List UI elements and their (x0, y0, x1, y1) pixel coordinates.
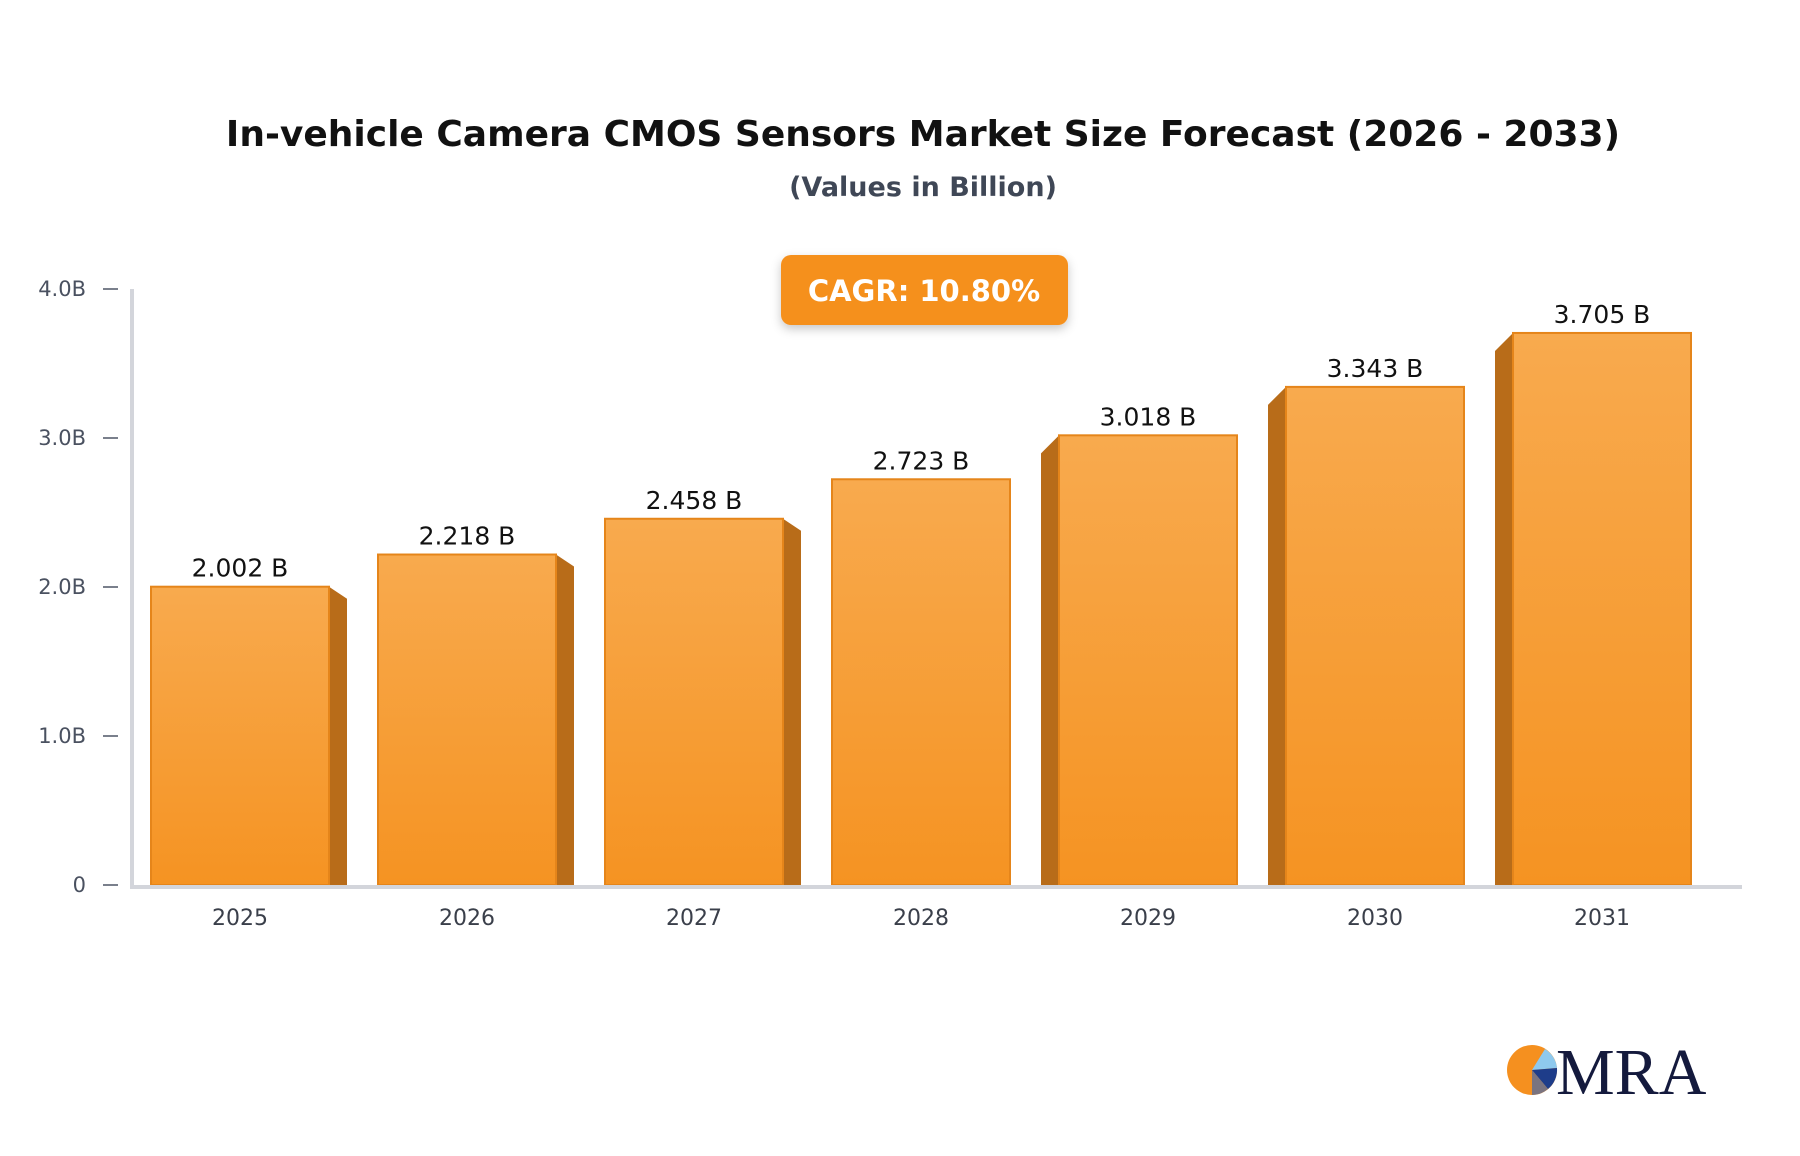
x-tick-label: 2029 (1120, 906, 1176, 931)
bar-2026: 2.218 B (377, 522, 574, 886)
bar-front (377, 553, 557, 886)
value-label: 2.218 B (419, 522, 516, 551)
bar-side (1041, 435, 1059, 885)
y-axis: 0 1.0B 2.0B 3.0B 4.0B (38, 277, 134, 897)
x-axis: 2025 2026 2027 2028 2029 2030 2031 (130, 885, 1742, 931)
cagr-label: CAGR: 10.80% (808, 274, 1040, 308)
x-tick-label: 2027 (666, 906, 722, 931)
bar-2028: 2.723 B (831, 446, 1011, 886)
bar-front (1285, 385, 1465, 886)
x-tick-label: 2028 (893, 906, 949, 931)
bar-side (1268, 386, 1286, 885)
bar-2031: 3.705 B (1495, 300, 1692, 886)
bar-2029: 3.018 B (1041, 402, 1238, 886)
chart-subtitle: (Values in Billion) (789, 172, 1057, 203)
bar-side (783, 518, 801, 885)
x-tick-label: 2031 (1574, 906, 1630, 931)
x-tick-label: 2026 (439, 906, 495, 931)
value-label: 2.458 B (646, 486, 743, 515)
bar-side (329, 586, 347, 885)
value-label: 2.002 B (192, 554, 289, 583)
bar-front (1058, 434, 1238, 886)
cagr-badge: CAGR: 10.80% (781, 255, 1068, 325)
chart-title: In-vehicle Camera CMOS Sensors Market Si… (226, 114, 1620, 155)
y-tick-label: 3.0B (38, 426, 86, 450)
x-tick-label: 2025 (212, 906, 268, 931)
bar-2030: 3.343 B (1268, 354, 1465, 886)
value-label: 3.018 B (1100, 402, 1197, 431)
y-tick-label: 4.0B (38, 277, 86, 301)
value-label: 2.723 B (873, 446, 970, 475)
bar-front (831, 478, 1011, 886)
bar-2027: 2.458 B (604, 486, 801, 886)
bar-2025: 2.002 B (150, 554, 347, 887)
mra-logo: MRA (1507, 1036, 1707, 1109)
bars: 2.002 B 2.218 B 2.458 B 2.723 B 3.018 B 3.343… (150, 300, 1692, 887)
bar-side (556, 554, 574, 885)
y-tick-label: 2.0B (38, 575, 86, 599)
logo-text: MRA (1556, 1036, 1707, 1109)
value-label: 3.705 B (1554, 300, 1651, 329)
bar-front (1512, 331, 1692, 886)
y-tick-label: 0 (73, 873, 86, 897)
value-label: 3.343 B (1327, 354, 1424, 383)
bar-front (604, 517, 784, 886)
x-tick-label: 2030 (1347, 906, 1403, 931)
y-tick-label: 1.0B (38, 724, 86, 748)
bar-side (1495, 332, 1513, 886)
bar-front (150, 585, 330, 887)
